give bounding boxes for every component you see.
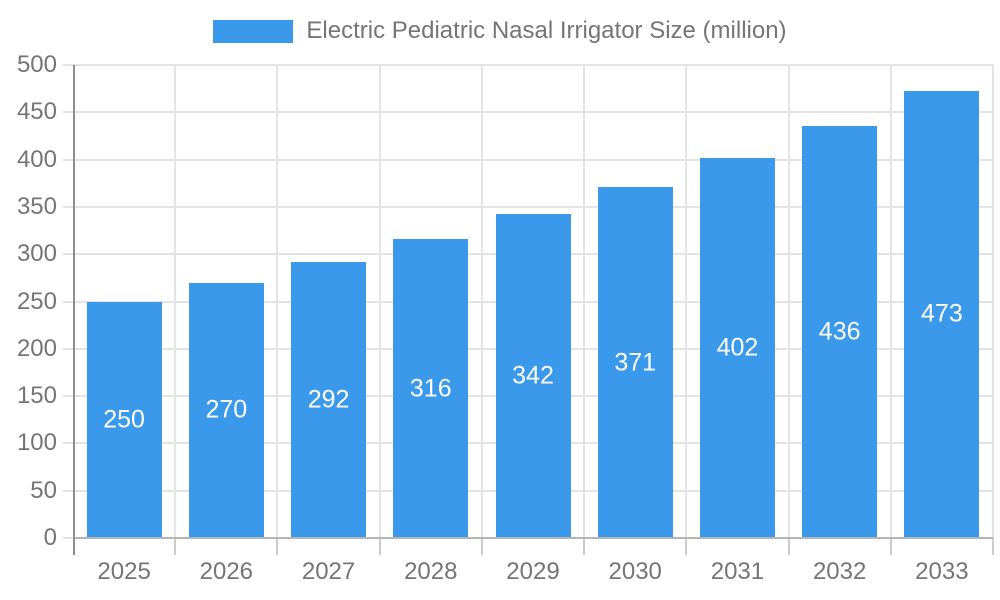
bar: 342: [495, 214, 571, 538]
x-tick-label: 2027: [301, 558, 356, 585]
y-tick-label: 500: [16, 51, 57, 78]
x-tick-label: 2026: [199, 558, 254, 585]
bar: 402: [699, 157, 775, 538]
x-tick-label: 2031: [710, 558, 765, 585]
x-gridline: [174, 65, 177, 538]
x-tick-mark: [378, 538, 381, 555]
legend[interactable]: Electric Pediatric Nasal Irrigator Size …: [0, 14, 1000, 48]
x-tick-mark: [480, 538, 483, 555]
x-gridline: [378, 65, 381, 538]
bar-value-label: 250: [103, 405, 145, 434]
y-tick-label: 300: [16, 240, 57, 268]
bar: 316: [393, 239, 469, 538]
y-axis-line: [73, 65, 75, 555]
bar: 270: [188, 282, 264, 538]
y-tick-label: 50: [30, 476, 57, 504]
x-gridline: [992, 65, 994, 538]
x-tick-label: 2025: [97, 558, 151, 585]
legend-swatch: [213, 19, 294, 43]
bar-value-label: 436: [818, 317, 861, 346]
x-tick-label: 2029: [506, 558, 560, 585]
legend-label: Electric Pediatric Nasal Irrigator Size …: [306, 17, 787, 44]
bar: 436: [802, 125, 878, 538]
y-tick-label: 0: [43, 524, 57, 551]
bar: 371: [597, 187, 673, 538]
x-gridline: [583, 65, 586, 538]
x-gridline: [685, 65, 688, 538]
bar: 473: [904, 90, 980, 538]
y-tick-mark: [63, 537, 73, 539]
y-gridline: [63, 64, 993, 66]
x-gridline: [889, 65, 892, 538]
x-tick-label: 2033: [915, 558, 969, 585]
x-tick-mark: [992, 538, 994, 555]
bar-value-label: 371: [614, 348, 657, 377]
y-tick-label: 200: [16, 334, 57, 362]
bar-value-label: 292: [307, 385, 350, 414]
bar-value-label: 316: [409, 374, 452, 403]
x-tick-mark: [583, 538, 586, 555]
bar: 292: [291, 261, 367, 538]
y-tick-label: 250: [16, 287, 57, 315]
x-gridline: [787, 65, 790, 538]
bar-value-label: 402: [716, 333, 759, 362]
y-gridline: [63, 205, 993, 208]
bar-value-label: 270: [205, 395, 248, 424]
y-tick-label: 350: [16, 192, 57, 220]
x-tick-mark: [889, 538, 892, 555]
bar-value-label: 473: [921, 299, 963, 328]
y-gridline: [63, 158, 993, 161]
plot-area: 0 50 100 150 200 250 300 350 400 450 500 250 2025 270…: [17, 51, 994, 585]
x-gridline: [480, 65, 483, 538]
y-tick-label: 150: [16, 382, 57, 410]
bar-value-label: 342: [512, 361, 554, 390]
y-tick-label: 400: [16, 145, 57, 173]
y-tick-label: 450: [16, 98, 57, 126]
x-gridline: [276, 65, 279, 538]
x-tick-label: 2030: [608, 558, 662, 585]
x-tick-mark: [174, 538, 177, 555]
x-tick-label: 2028: [404, 558, 458, 585]
x-tick-mark: [685, 538, 688, 555]
x-axis-line: [73, 537, 993, 539]
y-gridline: [63, 111, 993, 114]
x-tick-mark: [787, 538, 790, 555]
x-tick-mark: [276, 538, 279, 555]
y-tick-label: 100: [16, 429, 57, 457]
bar: 250: [86, 301, 162, 538]
x-tick-label: 2032: [812, 558, 867, 585]
